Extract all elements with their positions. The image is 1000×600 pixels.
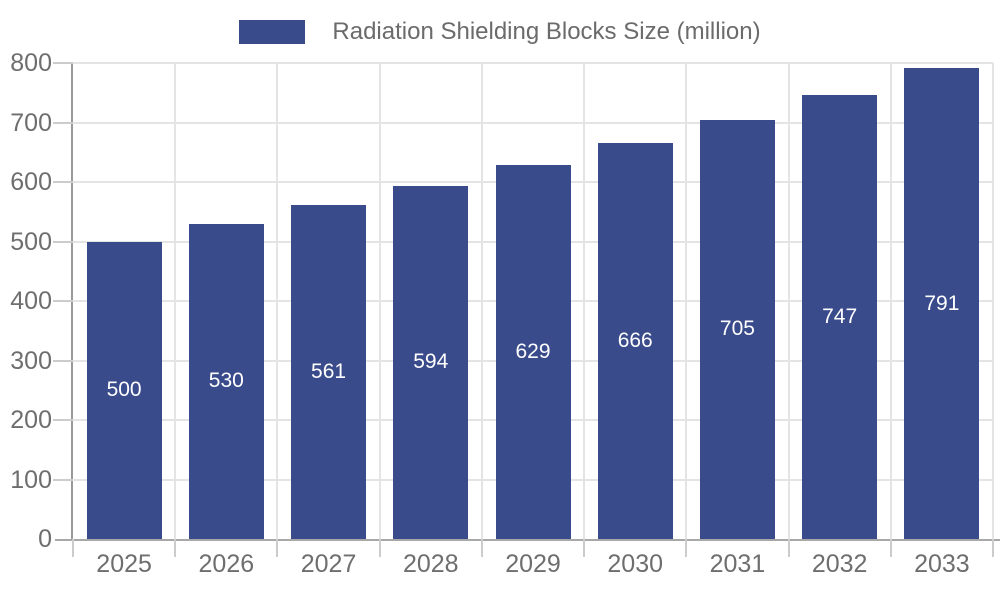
plot-area: 500 530 561 594 629 666 705 747 791 — [53, 62, 1000, 557]
y-tick-mark — [53, 62, 73, 64]
chart-legend: Radiation Shielding Blocks Size (million… — [0, 17, 1000, 47]
x-tick-mark — [480, 539, 483, 557]
bar-2027[interactable]: 561 — [291, 205, 367, 539]
bar-2033[interactable]: 791 — [904, 68, 980, 539]
legend-swatch-icon — [239, 20, 306, 44]
y-tick-mark — [53, 121, 73, 124]
bar-value-label: 705 — [719, 317, 755, 341]
x-tick-mark — [889, 539, 892, 557]
bar-2031[interactable]: 705 — [699, 119, 775, 539]
gridline-h — [73, 121, 993, 124]
y-axis-tick-label: 300 — [10, 346, 52, 375]
gridline-v — [583, 63, 586, 539]
x-axis-tick-label: 2033 — [914, 550, 970, 578]
y-tick-mark — [53, 181, 73, 183]
legend-item[interactable]: Radiation Shielding Blocks Size (million… — [239, 17, 761, 47]
y-axis-tick-label: 600 — [10, 168, 52, 196]
y-axis-tick-label: 200 — [10, 406, 52, 434]
x-axis: 2025 2026 2027 2028 2029 2030 2031 2032 2033 — [73, 550, 993, 582]
gridline-v — [992, 63, 994, 539]
y-axis: 0 100 200 300 400 500 600 700 800 — [0, 49, 52, 553]
x-axis-tick-label: 2029 — [505, 550, 561, 578]
gridline-v — [685, 63, 688, 539]
bar-2026[interactable]: 530 — [188, 223, 264, 539]
y-tick-mark — [53, 300, 73, 302]
bar-2032[interactable]: 747 — [802, 94, 878, 539]
x-tick-mark — [276, 539, 279, 557]
y-axis-tick-label: 100 — [10, 465, 52, 494]
y-tick-mark — [53, 478, 73, 481]
x-tick-mark — [378, 539, 381, 557]
y-axis-tick-label: 800 — [10, 49, 52, 77]
x-axis-tick-label: 2031 — [709, 550, 766, 578]
x-axis-tick-label: 2027 — [300, 550, 357, 578]
x-tick-mark — [583, 539, 586, 557]
gridline-v — [787, 63, 790, 539]
bar-value-label: 666 — [617, 328, 653, 352]
x-axis-line — [55, 539, 1000, 541]
y-axis-tick-label: 400 — [10, 287, 52, 315]
bar-2030[interactable]: 666 — [597, 142, 673, 539]
y-axis-tick-label: 0 — [38, 525, 52, 553]
x-tick-mark — [72, 539, 74, 557]
x-tick-mark — [685, 539, 688, 557]
x-tick-mark — [787, 539, 790, 557]
y-tick-mark — [53, 240, 73, 243]
gridline-v — [889, 63, 892, 539]
x-axis-tick-label: 2028 — [402, 550, 459, 578]
bar-value-label: 747 — [822, 304, 858, 328]
y-axis-tick-label: 700 — [10, 108, 52, 137]
y-tick-mark — [53, 359, 73, 362]
legend-label: Radiation Shielding Blocks Size (million… — [332, 18, 761, 45]
bar-2029[interactable]: 629 — [495, 164, 571, 539]
x-axis-tick-label: 2030 — [607, 550, 664, 578]
gridline-v — [174, 63, 177, 539]
x-axis-tick-label: 2026 — [198, 550, 255, 578]
bar-2025[interactable]: 500 — [86, 241, 162, 539]
gridline-v — [480, 63, 483, 539]
x-tick-mark — [174, 539, 177, 557]
bar-value-label: 629 — [515, 339, 551, 363]
bar-value-label: 791 — [924, 291, 960, 315]
y-axis-tick-label: 500 — [10, 227, 52, 256]
x-axis-tick-label: 2025 — [96, 550, 152, 578]
bar-value-label: 594 — [413, 350, 449, 374]
x-tick-mark — [992, 539, 994, 557]
bar-2028[interactable]: 594 — [393, 185, 469, 539]
gridline-v — [378, 63, 381, 539]
bar-value-label: 500 — [106, 378, 142, 402]
bar-value-label: 530 — [208, 369, 244, 393]
gridline-h — [73, 62, 993, 64]
x-axis-tick-label: 2032 — [811, 550, 868, 578]
y-tick-mark — [53, 419, 73, 421]
bar-value-label: 561 — [311, 360, 347, 384]
gridline-v — [276, 63, 279, 539]
